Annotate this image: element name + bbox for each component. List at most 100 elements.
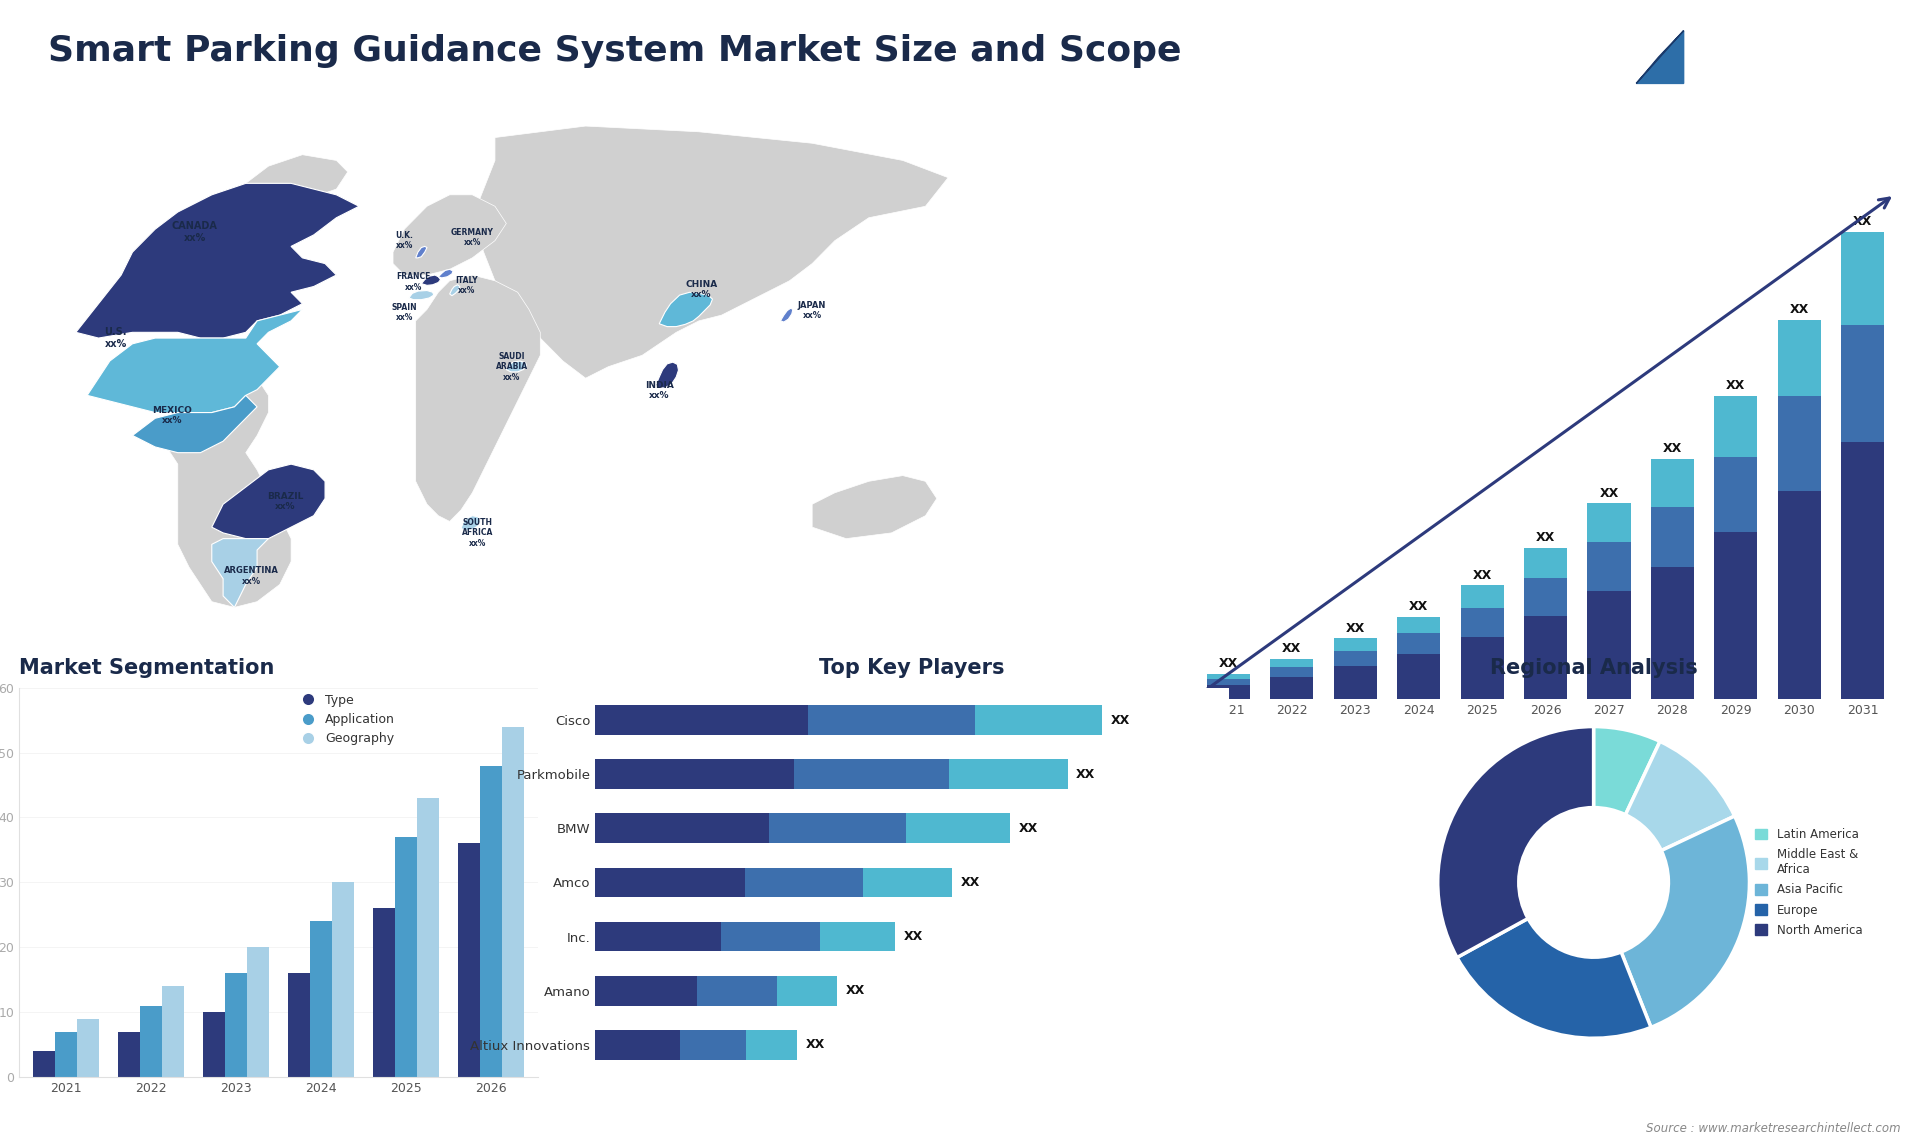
Bar xyxy=(501,727,524,1077)
Bar xyxy=(1271,667,1313,677)
Bar xyxy=(1841,231,1884,325)
Polygon shape xyxy=(438,269,453,277)
Text: XX: XX xyxy=(962,876,981,889)
Text: CHINA
xx%: CHINA xx% xyxy=(685,280,718,299)
Bar xyxy=(1715,397,1757,456)
Bar xyxy=(1208,678,1250,685)
Bar xyxy=(595,1030,680,1060)
Bar xyxy=(906,814,1010,843)
Legend: Latin America, Middle East &
Africa, Asia Pacific, Europe, North America: Latin America, Middle East & Africa, Asi… xyxy=(1755,829,1862,936)
Bar xyxy=(1588,503,1630,542)
Polygon shape xyxy=(167,367,292,607)
Bar xyxy=(332,882,353,1077)
Polygon shape xyxy=(780,308,793,322)
Bar xyxy=(1271,677,1313,699)
Text: XX: XX xyxy=(845,984,866,997)
Wedge shape xyxy=(1457,918,1651,1038)
Bar xyxy=(396,837,417,1077)
Bar xyxy=(1398,654,1440,699)
Bar xyxy=(697,975,776,1005)
Bar xyxy=(248,948,269,1077)
Text: U.S.
xx%: U.S. xx% xyxy=(104,328,127,348)
Bar xyxy=(1651,508,1693,567)
Bar xyxy=(1334,651,1377,666)
Bar xyxy=(595,814,770,843)
Bar xyxy=(1588,591,1630,699)
Bar xyxy=(770,814,906,843)
Bar xyxy=(745,868,862,897)
Bar xyxy=(1398,634,1440,654)
Bar xyxy=(595,975,697,1005)
Text: XX: XX xyxy=(1599,487,1619,500)
Text: XX: XX xyxy=(1473,568,1492,582)
Text: MARKET: MARKET xyxy=(1711,39,1761,49)
Bar xyxy=(680,1030,747,1060)
Bar xyxy=(309,921,332,1077)
Wedge shape xyxy=(1620,816,1749,1027)
Polygon shape xyxy=(1636,31,1684,84)
Title: Top Key Players: Top Key Players xyxy=(820,658,1004,677)
Polygon shape xyxy=(472,126,948,378)
Bar xyxy=(1208,674,1250,678)
Text: XX: XX xyxy=(1219,657,1238,670)
Polygon shape xyxy=(507,361,526,371)
Polygon shape xyxy=(657,362,678,387)
Polygon shape xyxy=(461,516,480,531)
Legend: Type, Application, Geography: Type, Application, Geography xyxy=(296,693,396,745)
Bar xyxy=(793,760,948,790)
Polygon shape xyxy=(132,395,257,453)
Bar xyxy=(77,1019,100,1077)
Bar xyxy=(595,705,808,735)
Bar xyxy=(862,868,952,897)
Bar xyxy=(1524,615,1567,699)
Text: XX: XX xyxy=(1789,304,1809,316)
Text: XX: XX xyxy=(1283,642,1302,654)
Bar xyxy=(372,909,396,1077)
Bar xyxy=(595,868,745,897)
Bar xyxy=(1715,533,1757,699)
Text: RESEARCH: RESEARCH xyxy=(1711,63,1774,72)
Bar xyxy=(117,1031,140,1077)
Text: XX: XX xyxy=(1663,442,1682,455)
Polygon shape xyxy=(415,275,540,521)
Bar xyxy=(820,921,895,951)
Polygon shape xyxy=(812,476,937,539)
Bar xyxy=(1461,586,1503,609)
Text: JAPAN
xx%: JAPAN xx% xyxy=(799,301,826,320)
Text: Source : www.marketresearchintellect.com: Source : www.marketresearchintellect.com xyxy=(1645,1122,1901,1135)
Polygon shape xyxy=(86,309,301,413)
Bar xyxy=(1588,542,1630,591)
Bar xyxy=(1841,442,1884,699)
Bar xyxy=(1271,659,1313,667)
Text: XX: XX xyxy=(1853,215,1872,228)
Bar xyxy=(975,705,1102,735)
Text: XX: XX xyxy=(1018,822,1039,834)
Bar xyxy=(1524,548,1567,578)
Bar xyxy=(1334,666,1377,699)
Polygon shape xyxy=(420,275,440,285)
Text: XX: XX xyxy=(1409,601,1428,613)
Polygon shape xyxy=(211,539,269,607)
Bar xyxy=(417,798,440,1077)
Bar xyxy=(1651,460,1693,508)
Text: XX: XX xyxy=(1075,768,1096,780)
Polygon shape xyxy=(394,195,507,275)
Text: FRANCE
xx%: FRANCE xx% xyxy=(396,273,430,291)
Bar xyxy=(1841,325,1884,442)
Text: BRAZIL
xx%: BRAZIL xx% xyxy=(267,492,303,511)
Bar xyxy=(1524,578,1567,615)
Bar xyxy=(1778,397,1820,490)
Text: ITALY
xx%: ITALY xx% xyxy=(455,276,478,295)
Bar xyxy=(1651,567,1693,699)
Text: CANADA
xx%: CANADA xx% xyxy=(173,221,217,243)
Bar xyxy=(480,766,501,1077)
Polygon shape xyxy=(77,183,359,338)
Polygon shape xyxy=(409,290,434,299)
Bar xyxy=(1208,685,1250,699)
Bar xyxy=(595,921,722,951)
Bar xyxy=(1398,617,1440,634)
Wedge shape xyxy=(1594,727,1661,815)
Text: XX: XX xyxy=(806,1038,826,1051)
Polygon shape xyxy=(211,464,324,539)
Text: SPAIN
xx%: SPAIN xx% xyxy=(392,303,417,322)
